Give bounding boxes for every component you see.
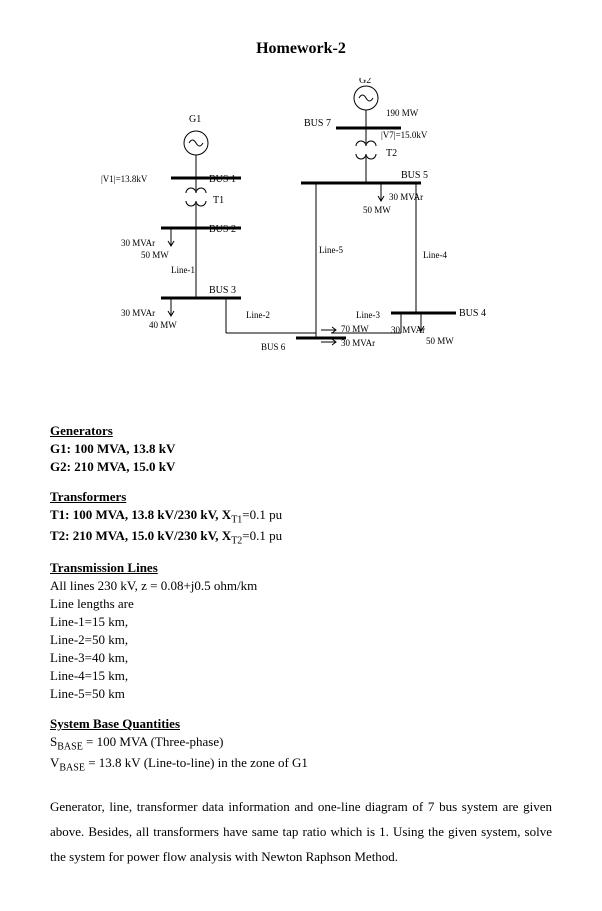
xfmr-t1a: T1: 100 MVA, 13.8 kV/230 kV, X [50,507,231,522]
tl-heading: Transmission Lines [50,560,552,576]
label-bus3: BUS 3 [209,285,236,296]
tl-l3: Line-3=40 km, [50,650,552,666]
tl-l2: Line-2=50 km, [50,632,552,648]
label-load3q: 30 MVAr [121,308,155,318]
label-load5p: 50 MW [363,205,391,215]
gen-g1: G1: 100 MVA, 13.8 kV [50,441,175,456]
label-v1: |V1|=13.8kV [101,174,148,184]
tl-l5: Line-5=50 km [50,686,552,702]
generators-heading: Generators [50,423,552,439]
label-bus4: BUS 4 [459,308,486,319]
tl-z: All lines 230 kV, z = 0.08+j0.5 ohm/km [50,578,552,594]
gen-g2: G2: 210 MVA, 15.0 kV [50,459,175,474]
label-load5q: 30 MVAr [389,192,423,202]
tl-len: Line lengths are [50,596,552,612]
xfmr-t1b: =0.1 pu [242,507,282,522]
label-bus6: BUS 6 [261,342,286,352]
label-line1: Line-1 [171,265,195,275]
tl-l4: Line-4=15 km, [50,668,552,684]
label-load2q: 30 MVAr [121,238,155,248]
label-load6q: 30 MVAr [341,338,375,348]
base-heading: System Base Quantities [50,716,552,732]
label-g2: G2 [359,78,371,86]
label-line2: Line-2 [246,310,270,320]
label-t1: T1 [213,195,224,206]
label-bus7: BUS 7 [304,118,331,129]
label-bus1: BUS 1 [209,174,236,185]
label-line5: Line-5 [319,245,343,255]
label-line4: Line-4 [423,250,447,260]
label-bus2: BUS 2 [209,224,236,235]
label-bus5: BUS 5 [401,170,428,181]
label-v7: |V7|=15.0kV [381,130,428,140]
label-g1: G1 [189,114,201,125]
label-load4p: 50 MW [426,336,454,346]
base-v: = 13.8 kV (Line-to-line) in the zone of … [85,755,308,770]
page-title: Homework-2 [50,40,552,58]
xfmr-t2a: T2: 210 MVA, 15.0 kV/230 kV, X [50,528,231,543]
label-g2mw: 190 MW [386,108,419,118]
xfmr-t2b: =0.1 pu [242,528,282,543]
transformers-heading: Transformers [50,489,552,505]
label-load2p: 50 MW [141,250,169,260]
base-s: = 100 MVA (Three-phase) [83,734,224,749]
one-line-diagram: G1 BUS 1 |V1|=13.8kV T1 BUS 2 30 MVAr 50… [101,78,501,398]
problem-statement: Generator, line, transformer data inform… [50,795,552,869]
label-line3: Line-3 [356,310,380,320]
tl-l1: Line-1=15 km, [50,614,552,630]
label-load3p: 40 MW [149,320,177,330]
label-t2: T2 [386,148,397,159]
